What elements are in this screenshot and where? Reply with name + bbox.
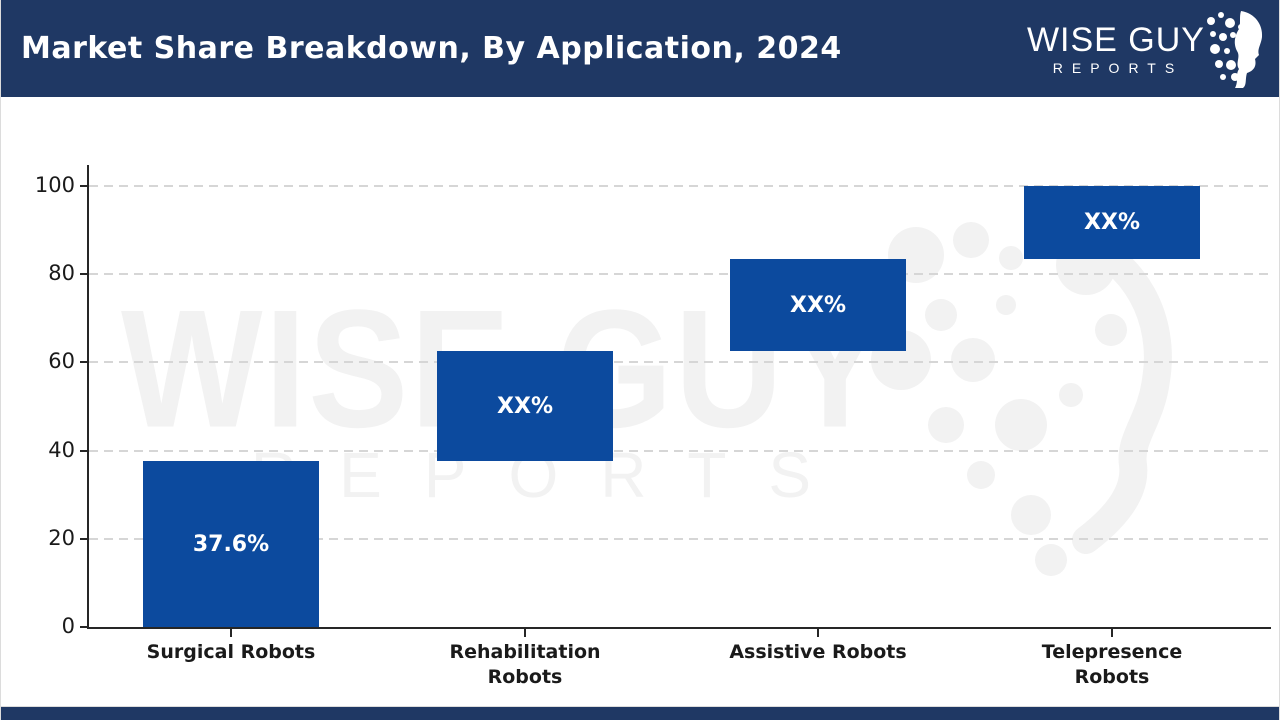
bar-surgical-robots: 37.6% <box>143 461 319 627</box>
bar-value-label: XX% <box>790 292 846 318</box>
y-tick-label: 20 <box>48 525 75 550</box>
y-tick-label: 80 <box>48 261 75 286</box>
x-tick-mark <box>1111 629 1113 637</box>
figure-footer <box>1 707 1279 720</box>
bar-value-label: 37.6% <box>192 531 270 557</box>
figure-title: Market Share Breakdown, By Application, … <box>21 31 842 66</box>
logo-text: WISE GUY REPORTS <box>1027 23 1205 75</box>
gridline <box>89 273 1271 276</box>
bar-telepresence-robots: XX% <box>1024 186 1200 260</box>
y-tick-mark <box>80 185 89 187</box>
y-tick-label: 60 <box>48 349 75 374</box>
gridline <box>89 361 1271 364</box>
y-tick-mark <box>80 449 89 452</box>
x-axis-category-label: Rehabilitation Robots <box>449 641 601 688</box>
y-axis-line <box>87 165 89 629</box>
y-tick-mark <box>80 626 89 628</box>
y-tick-label: 0 <box>61 614 75 638</box>
logo-wordmark: WISE GUY <box>1026 20 1205 59</box>
x-axis-line <box>87 627 1271 629</box>
gridline <box>89 449 1271 452</box>
x-tick-mark <box>524 629 526 637</box>
logo-subtitle: REPORTS <box>1052 59 1184 76</box>
footer-divider <box>1 706 1279 707</box>
bar-rehabilitation-robots: XX% <box>437 351 613 462</box>
x-tick-mark <box>817 629 819 637</box>
gridline <box>89 537 1271 540</box>
bar-value-label: XX% <box>497 393 553 419</box>
figure-header: Market Share Breakdown, By Application, … <box>1 0 1279 97</box>
y-tick-label: 100 <box>34 173 75 197</box>
bar-value-label: XX% <box>1084 210 1140 236</box>
x-tick-mark <box>230 629 232 637</box>
y-tick-mark <box>80 537 89 540</box>
y-tick-label: 40 <box>48 437 75 462</box>
wise-guy-logo: WISE GUY REPORTS <box>1027 9 1265 89</box>
x-axis-category-label: Assistive Robots <box>729 641 907 663</box>
x-axis-category-label: Telepresence Robots <box>1041 641 1183 688</box>
y-tick-mark <box>80 273 89 276</box>
x-axis-category-label: Surgical Robots <box>146 641 316 663</box>
bar-assistive-robots: XX% <box>730 259 906 352</box>
gridline <box>89 185 1271 187</box>
y-tick-mark <box>80 361 89 364</box>
watermark-head-icon <box>871 222 1172 576</box>
logo-head-icon <box>1207 10 1263 88</box>
